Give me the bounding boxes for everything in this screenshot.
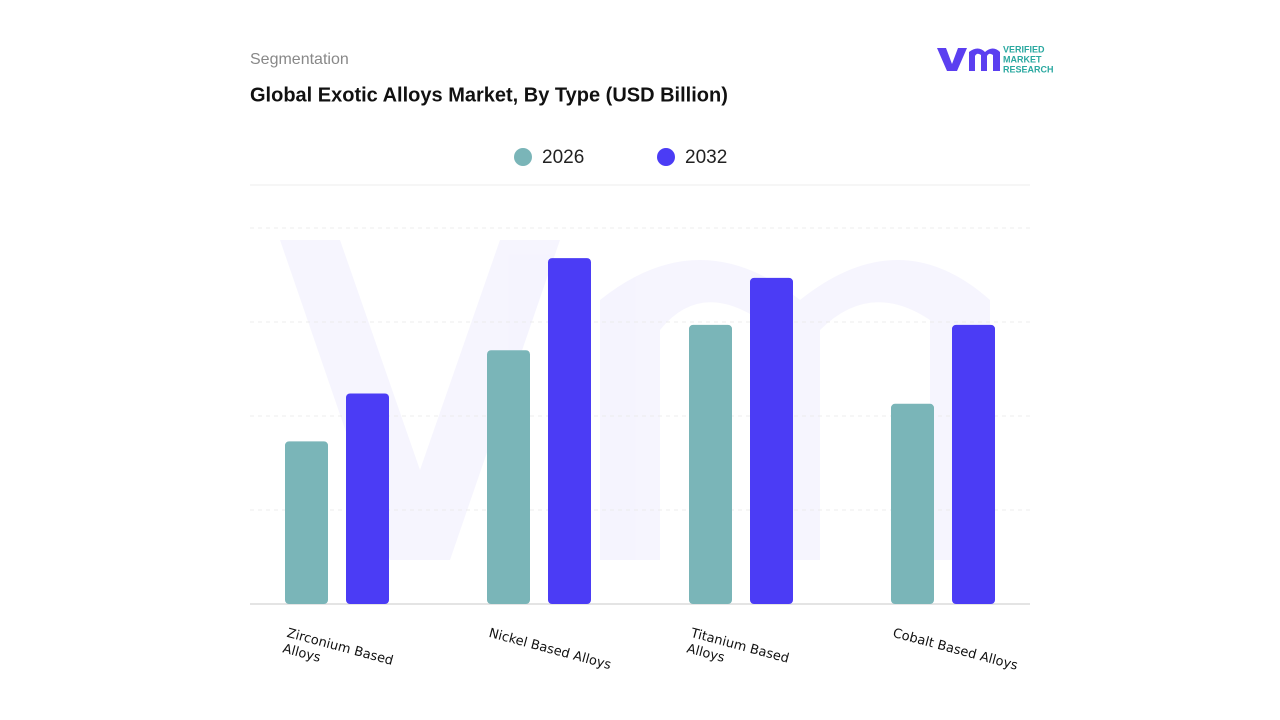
bar: [548, 258, 591, 604]
legend-label: 2032: [685, 147, 727, 168]
legend-marker: [657, 148, 675, 166]
logo-text: MARKET: [1003, 54, 1042, 64]
logo: VERIFIED MARKET RESEARCH: [937, 44, 1054, 74]
bar: [750, 277, 793, 604]
bar: [952, 324, 995, 604]
logo-mark: [937, 48, 1000, 71]
watermark: [280, 240, 990, 560]
logo-text: VERIFIED: [1003, 44, 1045, 54]
legend-label: 2026: [542, 147, 584, 168]
bar: [891, 403, 934, 604]
bar: [487, 350, 530, 604]
legend-marker: [514, 148, 532, 166]
section-label: Segmentation: [250, 51, 349, 68]
bar: [346, 393, 389, 604]
chart-title: Global Exotic Alloys Market, By Type (US…: [250, 84, 728, 106]
bar: [285, 441, 328, 604]
logo-text: RESEARCH: [1003, 64, 1054, 74]
bar: [689, 324, 732, 604]
